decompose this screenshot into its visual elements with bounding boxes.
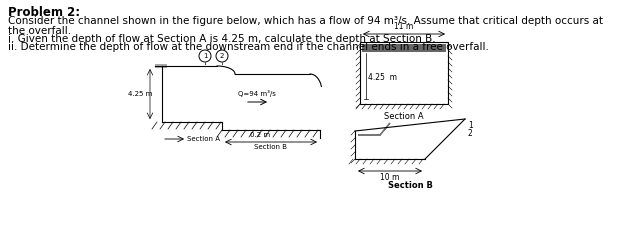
Text: 2: 2 [468,128,473,138]
Text: 4.25  m: 4.25 m [368,73,397,83]
Text: i. Given the depth of flow at Section A is 4.25 m, calculate the depth at Sectio: i. Given the depth of flow at Section A … [8,34,436,44]
Text: 2: 2 [220,53,224,59]
Text: Section B: Section B [255,144,288,150]
Text: 1: 1 [468,121,473,129]
Text: Section A: Section A [187,136,220,142]
Text: 4.25 m: 4.25 m [128,91,152,97]
Text: ii. Determine the depth of flow at the downstream end if the channel ends in a f: ii. Determine the depth of flow at the d… [8,42,489,52]
Text: 11 m: 11 m [394,22,414,31]
Text: 1: 1 [203,53,207,59]
Text: the overfall.: the overfall. [8,26,71,36]
Bar [360,42,448,104]
Bar [155,64,167,68]
Text: 10 m: 10 m [380,173,400,182]
Bar [362,44,446,52]
Text: Problem 2:: Problem 2: [8,6,80,19]
Text: Consider the channel shown in the figure below, which has a flow of 94 m³/s. Ass: Consider the channel shown in the figure… [8,16,603,26]
Text: Section B: Section B [388,181,432,190]
Text: Q=94 m³/s: Q=94 m³/s [238,90,276,97]
Text: 0.2 m: 0.2 m [250,132,270,138]
Polygon shape [358,123,390,135]
Text: Section A: Section A [384,112,424,121]
